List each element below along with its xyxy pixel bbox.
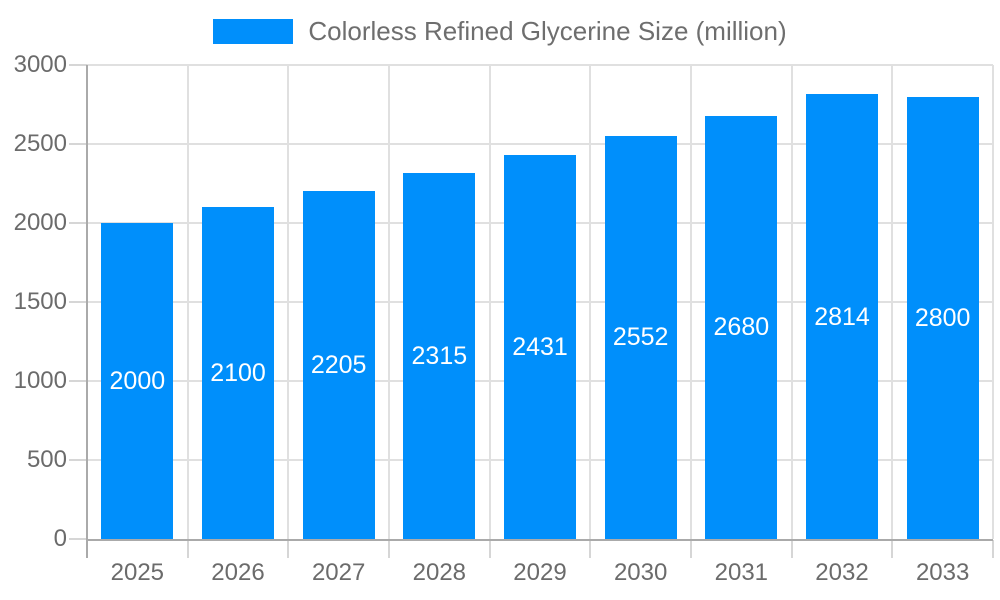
x-axis-label-2031: 2031 (714, 559, 769, 586)
gridline-vertical (790, 65, 793, 539)
x-axis-tick (891, 540, 894, 558)
y-axis-label: 2500 (13, 130, 67, 157)
gridline-vertical (690, 65, 692, 539)
y-axis-tick (69, 459, 87, 461)
gridline-vertical (488, 65, 491, 539)
y-axis-tick (69, 222, 87, 224)
y-axis-tick (69, 143, 87, 145)
legend-marker (213, 18, 294, 44)
x-axis-tick (790, 540, 793, 558)
x-axis-tick (488, 540, 491, 558)
x-axis-label-2028: 2028 (412, 559, 467, 586)
y-axis-tick (69, 64, 87, 66)
y-axis-label: 1000 (13, 367, 67, 394)
gridline-horizontal (87, 64, 993, 66)
legend-label: Colorless Refined Glycerine Size (millio… (308, 16, 787, 46)
x-axis-label-2030: 2030 (613, 559, 668, 586)
y-axis-label: 3000 (13, 51, 67, 78)
bar-2027[interactable] (302, 190, 375, 539)
x-axis-tick (589, 540, 592, 558)
bar-2028[interactable] (403, 173, 476, 539)
y-axis-label: 500 (26, 446, 67, 473)
y-axis-tick (69, 538, 87, 540)
gridline-vertical (388, 65, 390, 539)
x-axis-label-2033: 2033 (915, 559, 970, 586)
bar-2025[interactable] (101, 223, 174, 539)
bar-2026[interactable] (202, 207, 274, 539)
y-axis-line (86, 65, 88, 558)
x-axis-line (87, 539, 993, 541)
legend[interactable]: Colorless Refined Glycerine Size (millio… (0, 17, 1000, 45)
bar-2032[interactable] (806, 94, 878, 539)
gridline-vertical (589, 65, 592, 539)
x-axis-tick (388, 540, 390, 558)
x-axis-label-2029: 2029 (513, 559, 567, 586)
x-axis-label-2025: 2025 (110, 559, 165, 586)
y-axis-label: 2000 (13, 209, 67, 236)
bar-2030[interactable] (604, 135, 677, 539)
x-axis-label-2032: 2032 (815, 559, 869, 586)
gridline-horizontal (87, 143, 993, 145)
bar-2031[interactable] (705, 115, 778, 539)
gridline-vertical (287, 65, 290, 539)
y-axis-label: 0 (53, 525, 67, 552)
y-axis-tick (69, 301, 87, 303)
gridline-vertical (891, 65, 894, 539)
x-axis-tick (186, 540, 189, 558)
bar-2029[interactable] (504, 154, 576, 539)
x-axis-tick (992, 540, 994, 558)
y-axis-label: 1500 (13, 288, 67, 315)
x-axis-tick (287, 540, 290, 558)
y-axis-tick (69, 380, 87, 382)
gridline-vertical (992, 65, 994, 539)
bar-2033[interactable] (906, 96, 979, 539)
gridline-vertical (186, 65, 189, 539)
x-axis-label-2026: 2026 (211, 559, 265, 586)
x-axis-tick (690, 540, 692, 558)
x-axis-label-2027: 2027 (311, 559, 366, 586)
